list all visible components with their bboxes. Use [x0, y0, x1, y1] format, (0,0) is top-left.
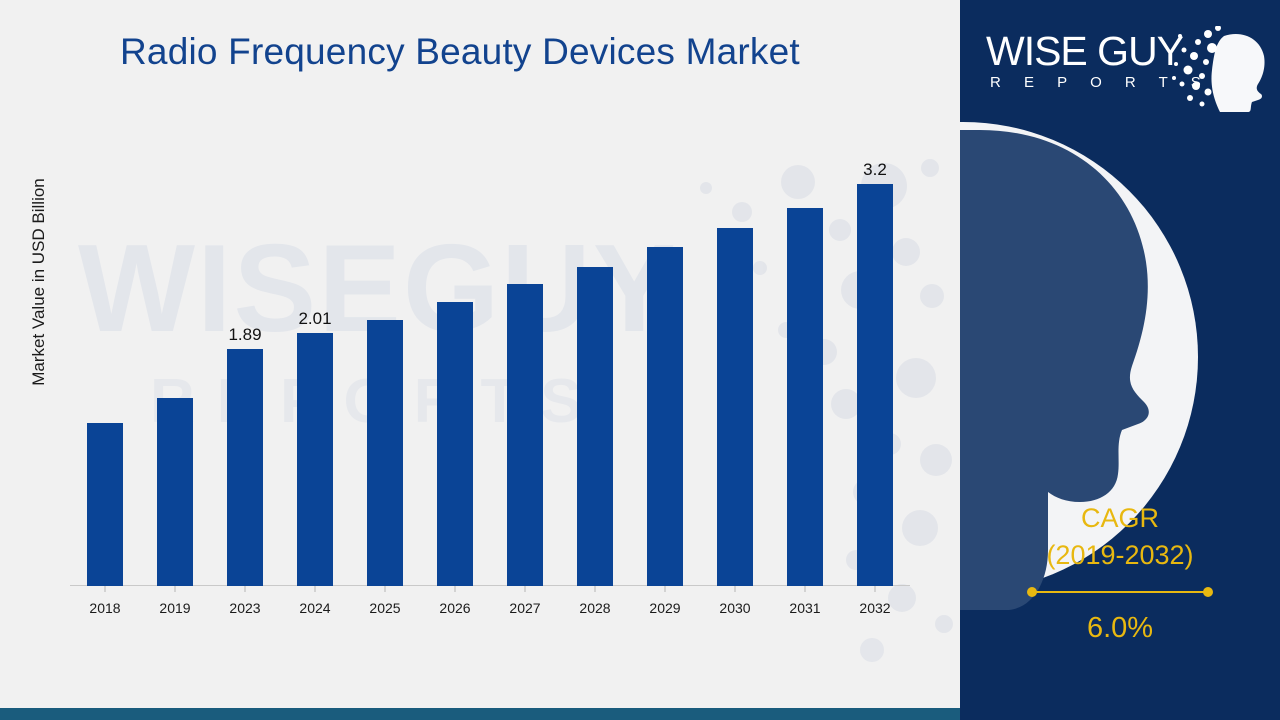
cagr-divider — [1027, 586, 1213, 598]
bar — [647, 247, 683, 586]
bar-plot: 2018 2019 1.89 2023 2.01 2024 2025 2026 2027 2028… — [70, 140, 910, 616]
bar-group: 3.2 2032 — [840, 140, 910, 616]
bar — [717, 228, 753, 586]
brand-panel: WISE GUY R E P O R T S CAGR (2019-2032) — [960, 0, 1280, 720]
x-axis-tick — [664, 586, 666, 592]
bar-group: 2029 — [630, 140, 700, 616]
bar-group: 2028 — [560, 140, 630, 616]
bar-group: 2.01 2024 — [280, 140, 350, 616]
bar — [787, 208, 823, 586]
divider-dot-right — [1203, 587, 1213, 597]
x-axis-tick — [314, 586, 316, 592]
bar — [857, 184, 893, 586]
divider-line — [1033, 591, 1207, 593]
bar — [577, 267, 613, 586]
logo-dot-head-icon — [1172, 26, 1265, 112]
bar-value-label: 1.89 — [228, 325, 262, 344]
x-axis-label: 2024 — [299, 600, 331, 616]
cagr-period: (2019-2032) — [1046, 540, 1194, 570]
logo-wordmark: WISE GUY — [986, 28, 1184, 74]
bar-group: 1.89 2023 — [210, 140, 280, 616]
logo-tagline: R E P O R T S — [990, 74, 1211, 91]
bar — [87, 423, 123, 586]
y-axis-label: Market Value in USD Billion — [29, 178, 48, 386]
x-axis-tick — [524, 586, 526, 592]
x-axis-label: 2018 — [89, 600, 121, 616]
bar-value-label: 3.2 — [863, 160, 887, 179]
bar-value-label: 2.01 — [298, 309, 332, 328]
x-axis-label: 2031 — [789, 600, 821, 616]
cagr-block: CAGR (2019-2032) 6.0% — [960, 500, 1280, 645]
bar-group: 2026 — [420, 140, 490, 616]
x-axis-tick — [454, 586, 456, 592]
x-axis-tick — [594, 586, 596, 592]
bar-group: 2025 — [350, 140, 420, 616]
bar — [297, 333, 333, 586]
bar — [157, 398, 193, 586]
x-axis-label: 2028 — [579, 600, 611, 616]
bar-group: 2019 — [140, 140, 210, 616]
x-axis-label: 2027 — [509, 600, 541, 616]
x-axis-label: 2019 — [159, 600, 191, 616]
bottom-accent-strip — [0, 708, 960, 720]
bar-group: 2030 — [700, 140, 770, 616]
x-axis-line — [70, 585, 910, 586]
bar-group: 2018 — [70, 140, 140, 616]
head-profile-dark-icon — [960, 130, 1149, 610]
page-title: Radio Frequency Beauty Devices Market — [120, 31, 800, 72]
x-axis-label: 2029 — [649, 600, 681, 616]
bar-group: 2027 — [490, 140, 560, 616]
bar — [507, 284, 543, 586]
x-axis-tick — [874, 586, 876, 592]
bar-group: 2031 — [770, 140, 840, 616]
x-axis-label: 2026 — [439, 600, 471, 616]
x-axis-tick — [104, 586, 106, 592]
divider-dot-left — [1027, 587, 1037, 597]
bar — [367, 320, 403, 586]
cagr-label: CAGR — [1080, 503, 1159, 533]
cagr-value: 6.0% — [1086, 612, 1154, 644]
x-axis-label: 2032 — [859, 600, 891, 616]
x-axis-tick — [174, 586, 176, 592]
bar — [227, 349, 263, 586]
x-axis-tick — [804, 586, 806, 592]
x-axis-label: 2030 — [719, 600, 751, 616]
x-axis-tick — [734, 586, 736, 592]
brand-logo: WISE GUY R E P O R T S — [982, 26, 1265, 112]
bar — [437, 302, 473, 586]
x-axis-label: 2023 — [229, 600, 261, 616]
x-axis-tick — [384, 586, 386, 592]
x-axis-tick — [244, 586, 246, 592]
x-axis-label: 2025 — [369, 600, 401, 616]
